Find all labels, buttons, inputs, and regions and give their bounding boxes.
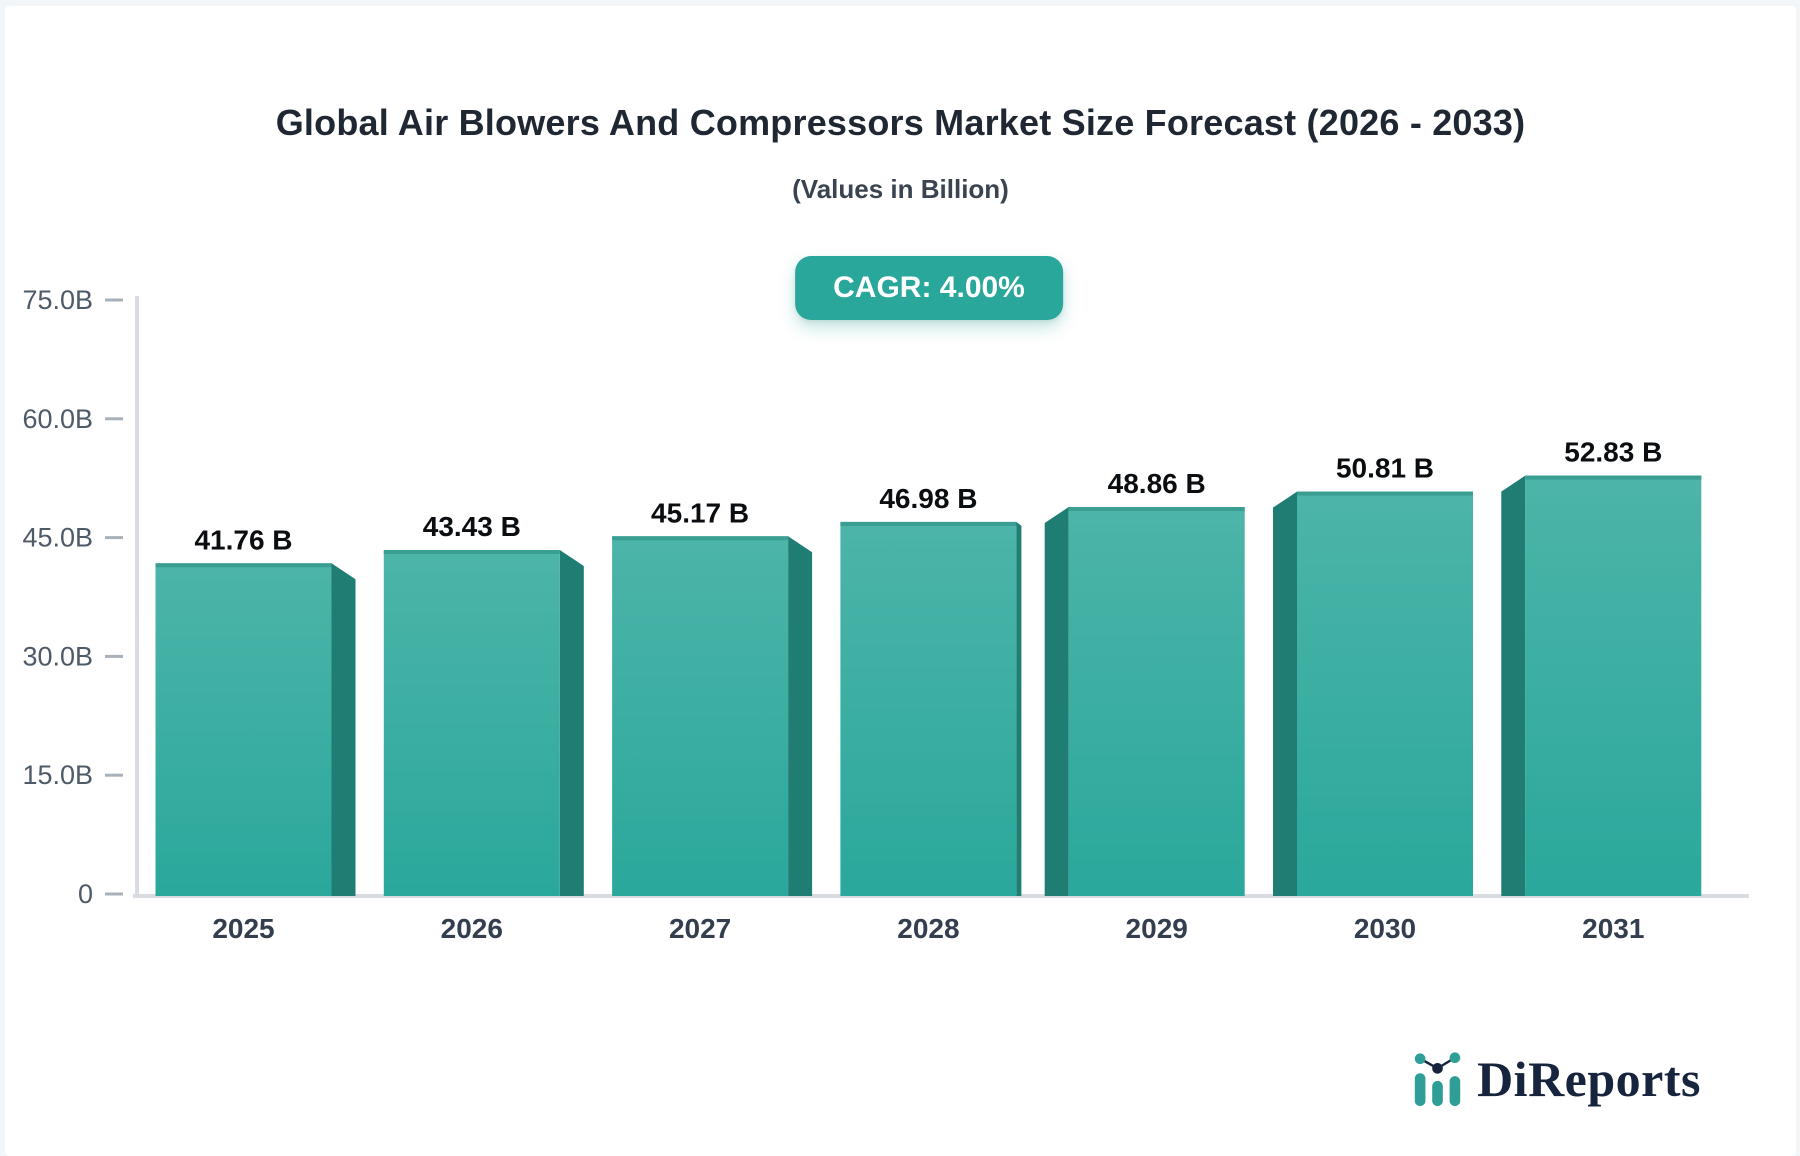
y-tick-label: 75.0B bbox=[22, 285, 93, 315]
x-axis-label: 2025 bbox=[212, 913, 274, 944]
chart-title: Global Air Blowers And Compressors Marke… bbox=[275, 102, 1526, 143]
y-tick-mark bbox=[105, 417, 123, 421]
bar bbox=[612, 536, 789, 896]
direports-logo: DiReports bbox=[1409, 1050, 1701, 1108]
bar-top-edge bbox=[1297, 491, 1473, 496]
x-axis-label: 2026 bbox=[441, 913, 503, 944]
x-axis-label: 2031 bbox=[1582, 913, 1644, 944]
bar-3d-side bbox=[331, 563, 356, 896]
cagr-badge: CAGR: 4.00% bbox=[795, 256, 1063, 320]
y-tick-mark bbox=[105, 536, 123, 540]
chart-card: Global Air Blowers And Compressors Marke… bbox=[5, 6, 1796, 1156]
bar-top-edge bbox=[840, 521, 1017, 526]
bar-value-label: 48.86 B bbox=[1108, 468, 1206, 499]
bar-value-label: 46.98 B bbox=[879, 483, 977, 514]
bar-top-edge bbox=[612, 536, 789, 541]
bar-value-label: 41.76 B bbox=[194, 524, 292, 555]
bar-top-edge bbox=[383, 550, 560, 555]
bar-top-edge bbox=[1525, 475, 1702, 480]
bar bbox=[155, 563, 332, 896]
y-tick-mark bbox=[105, 773, 123, 777]
bar-top-edge bbox=[155, 563, 332, 568]
y-axis-line bbox=[135, 296, 139, 898]
bar bbox=[1525, 475, 1702, 896]
y-tick-mark bbox=[105, 892, 123, 896]
bar-value-label: 43.43 B bbox=[423, 511, 521, 542]
market-forecast-bar-chart: 0 15.0B 30.0B 45.0B 60.0B 75.0B 41.76 B 2025 43.… bbox=[22, 285, 1749, 944]
y-tick-mark bbox=[105, 298, 123, 302]
y-tick-mark bbox=[105, 654, 123, 658]
x-axis-label: 2029 bbox=[1126, 913, 1188, 944]
bar-3d-side bbox=[1044, 507, 1069, 896]
x-axis-label: 2030 bbox=[1354, 913, 1416, 944]
bar-3d-side bbox=[559, 550, 584, 896]
bar-3d-side bbox=[1273, 491, 1297, 896]
bar-top-edge bbox=[1068, 507, 1245, 512]
y-tick-label: 0 bbox=[78, 879, 93, 909]
x-axis-label: 2027 bbox=[669, 913, 731, 944]
y-tick-label: 15.0B bbox=[22, 760, 93, 790]
bar-chart-logo-icon bbox=[1414, 1052, 1461, 1107]
chart-subtitle: (Values in Billion) bbox=[792, 174, 1009, 204]
bar bbox=[1297, 491, 1473, 896]
bar bbox=[1068, 507, 1245, 896]
bar bbox=[383, 550, 560, 896]
bar-3d-side bbox=[1016, 521, 1022, 896]
y-tick-label: 60.0B bbox=[22, 404, 93, 434]
bar bbox=[840, 521, 1017, 896]
x-axis-label: 2028 bbox=[897, 913, 959, 944]
bar-3d-side bbox=[1501, 475, 1526, 896]
bar-3d-side bbox=[788, 536, 813, 896]
y-tick-label: 30.0B bbox=[22, 641, 93, 671]
bar-value-label: 50.81 B bbox=[1336, 453, 1434, 484]
bar-value-label: 45.17 B bbox=[651, 497, 749, 528]
logo-text: DiReports bbox=[1477, 1051, 1701, 1107]
y-tick-label: 45.0B bbox=[22, 523, 93, 553]
bar-value-label: 52.83 B bbox=[1564, 437, 1662, 468]
